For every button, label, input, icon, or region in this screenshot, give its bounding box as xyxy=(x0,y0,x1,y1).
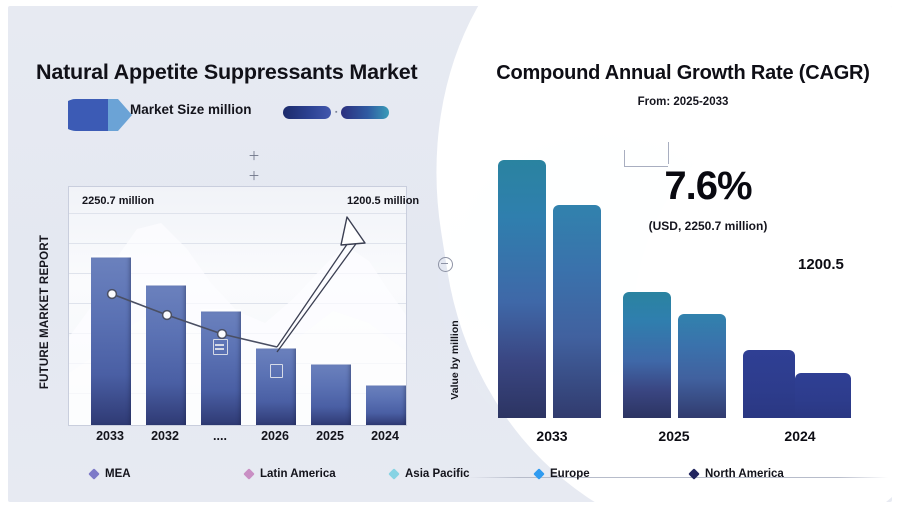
background-blob-right-lower xyxy=(632,126,892,502)
cagr-value: 7.6% xyxy=(664,164,752,208)
legend-label: North America xyxy=(705,468,784,480)
legend-item-latin-america[interactable]: Latin America xyxy=(243,468,390,480)
legend-diamond-icon xyxy=(243,468,255,480)
legend-diamond-icon xyxy=(88,468,100,480)
left-plot-area xyxy=(68,186,407,426)
legend-diamond-icon xyxy=(388,468,400,480)
rbar-2024-right xyxy=(795,373,851,418)
x-label-2026: 2026 xyxy=(261,429,289,443)
rbar-2033-left xyxy=(498,160,546,418)
legend-item-asia-pacific[interactable]: Asia Pacific xyxy=(388,468,535,480)
rbar-2025-right xyxy=(678,314,726,418)
legend-label: Asia Pacific xyxy=(405,468,470,480)
legend-label: Latin America xyxy=(260,468,336,480)
right-baseline xyxy=(468,477,888,478)
x-label-2025: 2025 xyxy=(316,429,344,443)
legend: MEA Latin America Asia Pacific Europe No… xyxy=(8,468,892,480)
bar-2033 xyxy=(91,255,131,425)
annotation-left-value: 2250.7 million xyxy=(82,195,155,207)
bar-2025 xyxy=(311,362,351,425)
legend-item-north-america[interactable]: North America xyxy=(688,468,784,480)
l-shape-annotation xyxy=(624,142,670,168)
plus-icon: ＋ xyxy=(248,169,261,183)
rbar-2024-left xyxy=(743,350,795,418)
legend-pill-dark xyxy=(283,106,331,119)
series-label: Market Size million xyxy=(130,102,252,117)
left-chart-panel: Natural Appetite Suppressants Market Mar… xyxy=(8,6,461,502)
annotation-right-value: 1200.5 million xyxy=(347,195,420,207)
y-axis-title: FUTURE MARKET REPORT xyxy=(39,234,51,390)
trend-line-overlay xyxy=(106,216,366,353)
x-label-2032: 2032 xyxy=(151,429,179,443)
rx-label-2033: 2033 xyxy=(536,428,568,444)
x-label-2024: 2024 xyxy=(371,429,399,443)
rbar-2033-right xyxy=(553,205,601,418)
bar-2032 xyxy=(146,283,186,425)
right-chart-panel: Compound Annual Growth Rate (CAGR) From:… xyxy=(458,6,892,502)
legend-label: MEA xyxy=(105,468,131,480)
legend-item-mea[interactable]: MEA xyxy=(88,468,245,480)
legend-diamond-icon xyxy=(533,468,545,480)
rbar-2025-left xyxy=(623,292,671,418)
x-label-2033: 2033 xyxy=(96,429,124,443)
bar-2024 xyxy=(366,383,406,425)
cagr-usd-note: (USD, 2250.7 million) xyxy=(648,219,768,233)
left-bars-layer xyxy=(69,187,406,425)
legend-item-europe[interactable]: Europe xyxy=(533,468,690,480)
left-x-axis-labels: 2033 2032 .... 2026 2025 2024 xyxy=(68,429,405,449)
rx-label-2025: 2025 xyxy=(658,428,690,444)
watermark-doc-icon xyxy=(213,339,228,355)
legend-label: Europe xyxy=(550,468,590,480)
bar-2026 xyxy=(256,346,296,425)
watermark-square-icon xyxy=(270,364,283,378)
page-title: Natural Appetite Suppressants Market xyxy=(36,60,418,84)
legend-pill-teal xyxy=(341,106,390,119)
minus-circle-icon xyxy=(438,257,453,272)
x-label-mid: .... xyxy=(213,429,227,443)
cagr-title: Compound Annual Growth Rate (CAGR) xyxy=(496,62,870,84)
legend-pill-group: ▪ xyxy=(283,106,390,119)
legend-diamond-icon xyxy=(688,468,700,480)
value-label-2024: 1200.5 xyxy=(798,256,844,273)
cagr-subtitle: From: 2025-2033 xyxy=(637,96,729,108)
rx-label-2024: 2024 xyxy=(784,428,816,444)
slide-canvas: Natural Appetite Suppressants Market Mar… xyxy=(8,6,892,502)
hexagon-marker-icon xyxy=(68,99,132,131)
legend-pill-separator: ▪ xyxy=(335,109,338,116)
plus-icon: ＋ xyxy=(248,149,261,163)
